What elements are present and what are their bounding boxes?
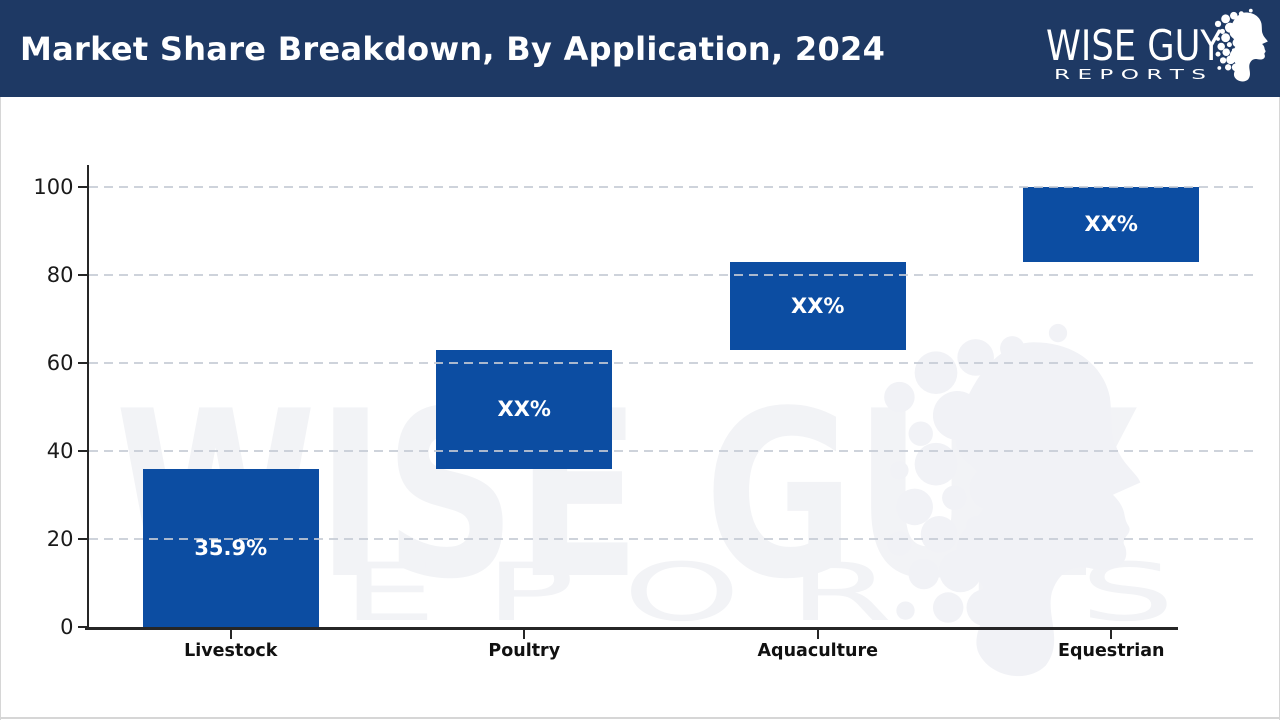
watermark-subtext: R E P O R T S xyxy=(190,546,1175,639)
y-axis-tick-label: 100 xyxy=(33,175,74,199)
bar-livestock xyxy=(142,469,319,627)
x-axis-category-label: Livestock xyxy=(184,641,278,661)
gridline-40 xyxy=(88,450,1258,452)
bar-equestrian xyxy=(1023,187,1200,262)
page-title: Market Share Breakdown, By Application, … xyxy=(20,29,886,68)
y-axis-spine xyxy=(86,165,89,630)
y-axis-tick-label: 0 xyxy=(60,615,74,639)
gridline-60 xyxy=(88,362,1258,364)
x-axis-category-label: Equestrian xyxy=(1058,641,1165,661)
bar-value-label: 35.9% xyxy=(194,536,268,561)
page-border-bottom xyxy=(0,717,1280,719)
bar-aquaculture xyxy=(729,261,906,350)
x-axis-tick xyxy=(523,629,526,639)
y-axis-tick-label: 20 xyxy=(46,527,74,551)
gridline-80 xyxy=(88,274,1258,276)
x-axis-category-label: Poultry xyxy=(488,641,561,661)
chart-plot-area: WISE GUY R E P O R T S 0 20 40 60 80 100 35.9%… xyxy=(0,97,1280,720)
y-axis-tick xyxy=(77,274,87,276)
logo-subtext: R E P O R T S xyxy=(1054,68,1206,83)
y-axis-tick-label: 40 xyxy=(46,439,74,463)
x-axis-tick xyxy=(229,629,232,639)
y-axis-tick xyxy=(77,538,87,540)
y-axis-tick xyxy=(77,626,87,628)
logo-text: WISE GUY xyxy=(1046,21,1222,70)
bar-value-label: XX% xyxy=(1084,212,1138,237)
page-border-left xyxy=(0,97,1,720)
header-bar: Market Share Breakdown, By Application, … xyxy=(0,0,1280,97)
x-axis-spine xyxy=(85,627,1178,630)
x-axis-tick xyxy=(1110,629,1113,639)
y-axis-tick xyxy=(77,450,87,452)
watermark: WISE GUY R E P O R T S xyxy=(115,323,1175,677)
watermark-head-icon xyxy=(884,323,1141,677)
bar-poultry xyxy=(436,349,613,470)
gridline-100 xyxy=(88,186,1258,188)
wise-guy-logo: WISE GUY R E P O R T S xyxy=(1046,8,1268,83)
bar-value-label: XX% xyxy=(497,397,551,422)
y-axis-tick xyxy=(77,362,87,364)
bar-value-label: XX% xyxy=(791,293,845,318)
y-axis-tick-label: 60 xyxy=(46,351,74,375)
y-axis-tick-label: 80 xyxy=(46,263,74,287)
gridline-20 xyxy=(88,538,1258,540)
x-axis-category-label: Aquaculture xyxy=(757,641,879,661)
y-axis-tick xyxy=(77,186,87,188)
x-axis-tick xyxy=(816,629,819,639)
logo-head-icon xyxy=(1214,8,1268,82)
